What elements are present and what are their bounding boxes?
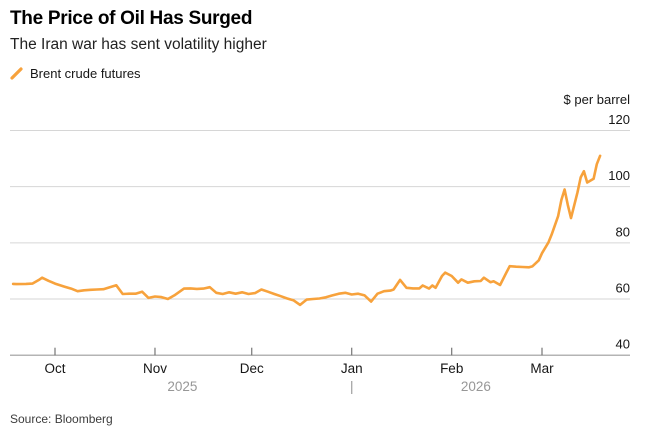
- chart-subtitle: The Iran war has sent volatility higher: [10, 36, 267, 53]
- y-tick-label: 120: [608, 112, 630, 127]
- legend-label: Brent crude futures: [30, 66, 141, 81]
- year-divider: |: [350, 379, 354, 394]
- year-label: 2026: [461, 379, 491, 394]
- y-tick-label: 60: [616, 281, 630, 296]
- x-tick-label: Mar: [530, 361, 554, 376]
- y-axis-unit-label: $ per barrel: [563, 92, 630, 107]
- source-note: Source: Bloomberg: [10, 412, 113, 426]
- y-tick-label: 80: [616, 224, 630, 239]
- y-tick-label: 100: [608, 168, 630, 183]
- x-tick-label: Jan: [341, 361, 363, 376]
- legend-line-icon: [10, 67, 23, 80]
- x-tick-label: Feb: [440, 361, 463, 376]
- x-tick-label: Oct: [44, 361, 65, 376]
- chart-title: The Price of Oil Has Surged: [10, 8, 253, 29]
- y-tick-label: 40: [616, 337, 630, 352]
- brent-price-line: [11, 154, 602, 307]
- x-tick-label: Nov: [143, 361, 167, 376]
- legend: Brent crude futures: [10, 66, 141, 81]
- year-label: 2025: [167, 379, 197, 394]
- x-tick-label: Dec: [240, 361, 264, 376]
